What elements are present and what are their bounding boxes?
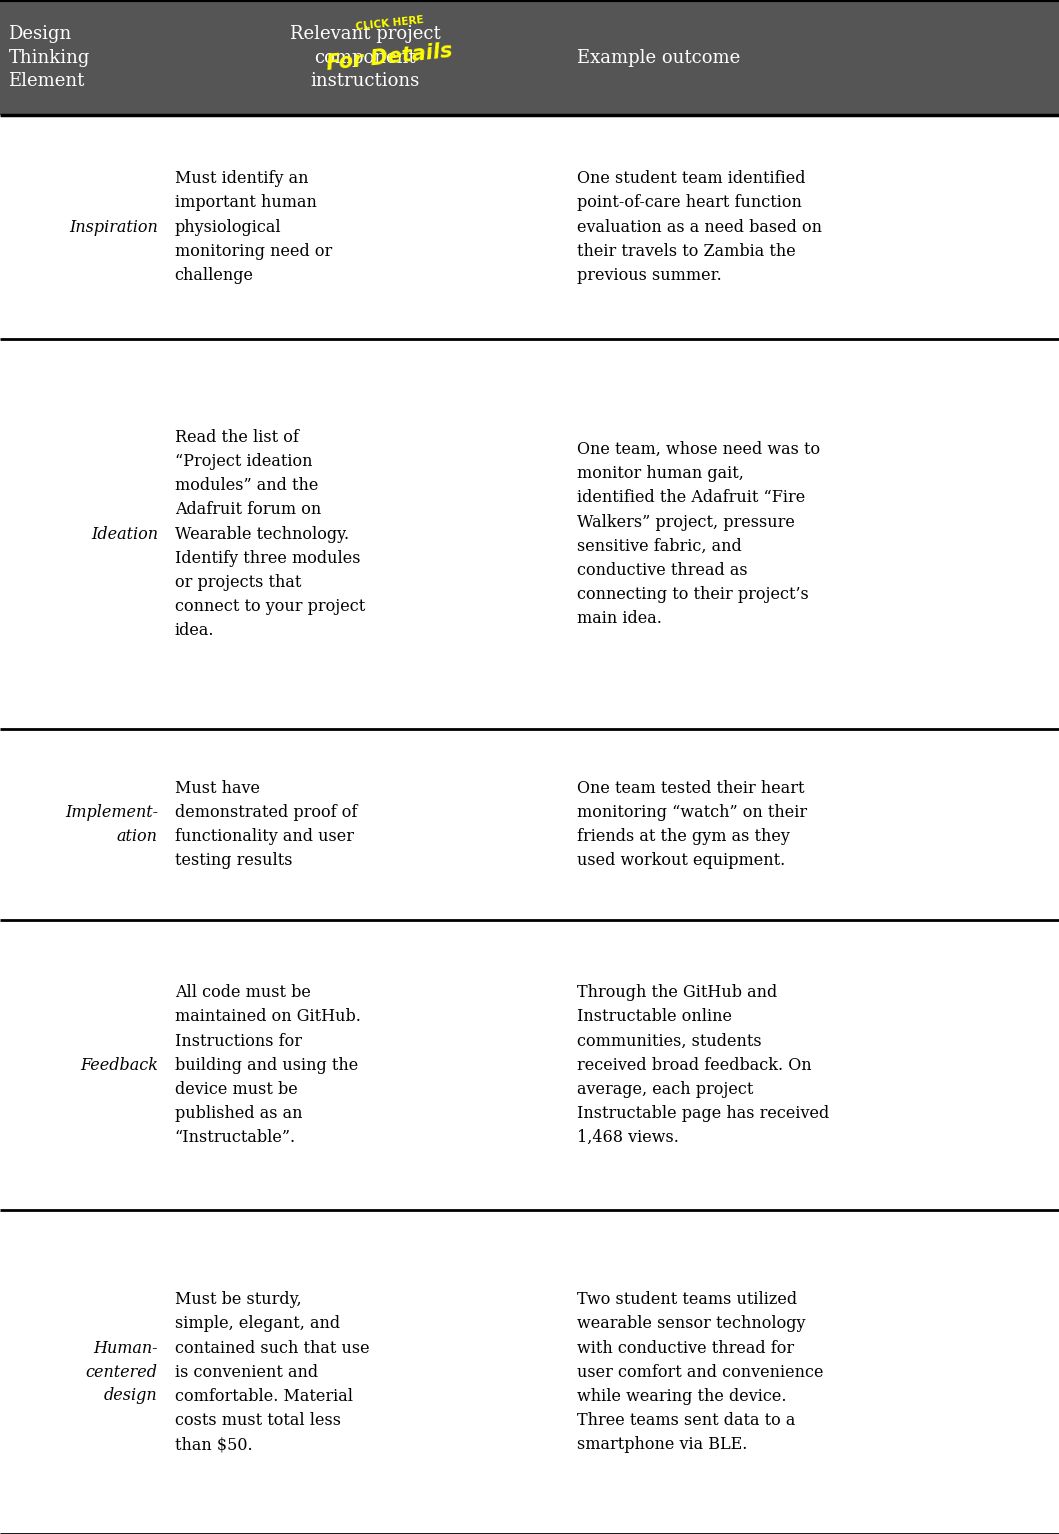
Text: Example outcome: Example outcome xyxy=(577,49,740,66)
Text: Design
Thinking
Element: Design Thinking Element xyxy=(8,25,90,91)
Text: One team, whose need was to
monitor human gait,
identified the Adafruit “Fire
Wa: One team, whose need was to monitor huma… xyxy=(577,442,821,627)
Text: Relevant project
component
instructions: Relevant project component instructions xyxy=(290,25,441,91)
Text: Through the GitHub and
Instructable online
communities, students
received broad : Through the GitHub and Instructable onli… xyxy=(577,985,829,1146)
Text: One student team identified
point-of-care heart function
evaluation as a need ba: One student team identified point-of-car… xyxy=(577,170,822,284)
Text: Implement-
ation: Implement- ation xyxy=(65,804,158,845)
Text: Human-
centered
design: Human- centered design xyxy=(86,1341,158,1404)
Text: Feedback: Feedback xyxy=(79,1057,158,1074)
Text: Must have
demonstrated proof of
functionality and user
testing results: Must have demonstrated proof of function… xyxy=(175,779,357,870)
Text: All code must be
maintained on GitHub.
Instructions for
building and using the
d: All code must be maintained on GitHub. I… xyxy=(175,985,361,1146)
Text: Must identify an
important human
physiological
monitoring need or
challenge: Must identify an important human physiol… xyxy=(175,170,331,284)
Text: Must be sturdy,
simple, elegant, and
contained such that use
is convenient and
c: Must be sturdy, simple, elegant, and con… xyxy=(175,1292,370,1453)
Text: Ideation: Ideation xyxy=(91,526,158,543)
Text: One team tested their heart
monitoring “watch” on their
friends at the gym as th: One team tested their heart monitoring “… xyxy=(577,779,807,870)
Text: Read the list of
“Project ideation
modules” and the
Adafruit forum on
Wearable t: Read the list of “Project ideation modul… xyxy=(175,430,365,640)
Text: Two student teams utilized
wearable sensor technology
with conductive thread for: Two student teams utilized wearable sens… xyxy=(577,1292,824,1453)
Text: Inspiration: Inspiration xyxy=(69,218,158,236)
Text: CLICK HERE: CLICK HERE xyxy=(355,14,424,32)
FancyBboxPatch shape xyxy=(0,0,1059,115)
Text: For Details: For Details xyxy=(325,41,453,74)
